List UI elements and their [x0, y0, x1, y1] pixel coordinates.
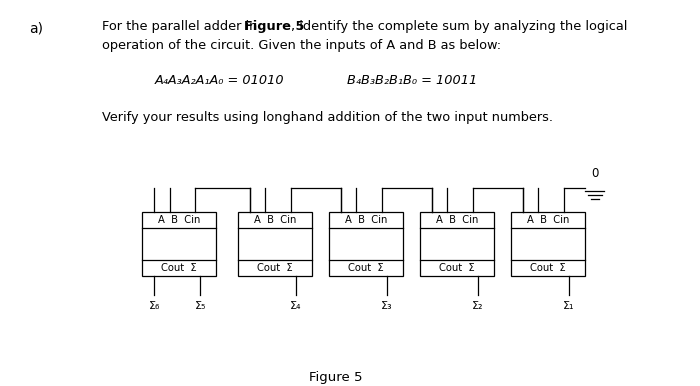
Text: , identify the complete sum by analyzing the logical: , identify the complete sum by analyzing…: [291, 20, 628, 33]
Text: a): a): [29, 22, 43, 36]
Text: A  B  Cin: A B Cin: [344, 215, 387, 225]
Text: Cout  Σ: Cout Σ: [257, 263, 293, 273]
Text: Cout  Σ: Cout Σ: [530, 263, 566, 273]
Text: A  B  Cin: A B Cin: [253, 215, 296, 225]
Text: Figure 5: Figure 5: [309, 371, 362, 384]
Bar: [419, 212, 494, 276]
Text: For the parallel adder in: For the parallel adder in: [102, 20, 262, 33]
Text: 0: 0: [592, 167, 598, 180]
Bar: [142, 212, 216, 276]
Text: Cout  Σ: Cout Σ: [161, 263, 197, 273]
Text: Verify your results using longhand addition of the two input numbers.: Verify your results using longhand addit…: [102, 111, 554, 124]
Text: Cout  Σ: Cout Σ: [439, 263, 475, 273]
Text: B₄B₃B₂B₁B₀ = 10011: B₄B₃B₂B₁B₀ = 10011: [346, 74, 477, 87]
Bar: [237, 212, 312, 276]
Text: operation of the circuit. Given the inputs of A and B as below:: operation of the circuit. Given the inpu…: [102, 39, 502, 52]
Text: A  B  Cin: A B Cin: [158, 215, 200, 225]
Text: Σ₃: Σ₃: [382, 301, 393, 312]
Text: Σ₆: Σ₆: [148, 301, 160, 312]
Bar: [328, 212, 403, 276]
Text: Σ₄: Σ₄: [290, 301, 302, 312]
Bar: [510, 212, 585, 276]
Text: Σ₅: Σ₅: [195, 301, 206, 312]
Text: Σ₁: Σ₁: [564, 301, 575, 312]
Text: A₄A₃A₂A₁A₀ = 01010: A₄A₃A₂A₁A₀ = 01010: [155, 74, 285, 87]
Text: Figure 5: Figure 5: [244, 20, 304, 33]
Text: A  B  Cin: A B Cin: [435, 215, 478, 225]
Text: Cout  Σ: Cout Σ: [348, 263, 384, 273]
Text: A  B  Cin: A B Cin: [526, 215, 569, 225]
Text: Σ₂: Σ₂: [473, 301, 484, 312]
